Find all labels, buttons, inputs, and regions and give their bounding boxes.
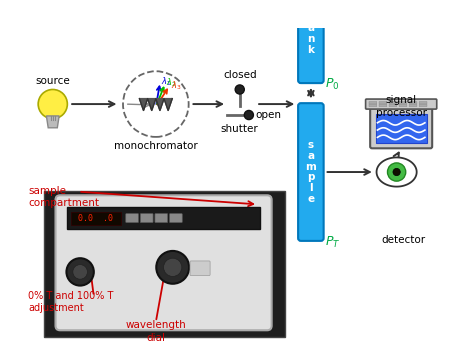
FancyBboxPatch shape [419, 102, 427, 104]
Text: $\lambda_3$: $\lambda_3$ [171, 79, 181, 92]
Text: detector: detector [382, 236, 426, 245]
Text: $P_0$: $P_0$ [325, 77, 339, 92]
Text: $\lambda_1$: $\lambda_1$ [161, 76, 172, 88]
FancyBboxPatch shape [71, 212, 121, 226]
Circle shape [66, 258, 94, 286]
FancyBboxPatch shape [389, 104, 397, 106]
FancyBboxPatch shape [298, 103, 324, 241]
Text: 0.0  .0: 0.0 .0 [78, 214, 113, 223]
Text: b
l
a
n
k: b l a n k [307, 1, 315, 55]
FancyBboxPatch shape [399, 104, 407, 106]
Polygon shape [376, 157, 417, 187]
Polygon shape [46, 116, 59, 128]
Text: open: open [255, 110, 281, 120]
Text: source: source [36, 76, 70, 86]
FancyBboxPatch shape [369, 102, 377, 104]
FancyBboxPatch shape [365, 99, 437, 109]
FancyBboxPatch shape [369, 104, 377, 106]
Text: 0% T and 100% T
adjustment: 0% T and 100% T adjustment [28, 291, 113, 313]
Text: $P_T$: $P_T$ [325, 235, 340, 250]
Circle shape [73, 264, 87, 279]
FancyBboxPatch shape [389, 102, 397, 104]
Polygon shape [139, 98, 172, 110]
Circle shape [164, 258, 182, 276]
Circle shape [156, 251, 189, 284]
FancyBboxPatch shape [379, 104, 387, 106]
FancyBboxPatch shape [409, 102, 417, 104]
Circle shape [393, 168, 400, 176]
FancyBboxPatch shape [379, 102, 387, 104]
Text: sample
compartment: sample compartment [28, 186, 99, 208]
FancyBboxPatch shape [126, 214, 138, 223]
FancyBboxPatch shape [419, 104, 427, 106]
Circle shape [235, 85, 244, 94]
Text: wavelength
dial: wavelength dial [126, 320, 186, 343]
Text: s
a
m
p
l
e: s a m p l e [305, 140, 316, 204]
FancyBboxPatch shape [170, 214, 182, 223]
Circle shape [387, 163, 406, 181]
Circle shape [38, 89, 67, 119]
Text: monochromator: monochromator [114, 142, 198, 151]
FancyBboxPatch shape [298, 0, 324, 83]
Circle shape [244, 110, 254, 120]
FancyBboxPatch shape [44, 191, 285, 337]
FancyBboxPatch shape [399, 102, 407, 104]
FancyBboxPatch shape [155, 214, 168, 223]
FancyBboxPatch shape [190, 261, 210, 276]
FancyBboxPatch shape [55, 195, 272, 330]
Text: shutter: shutter [221, 124, 259, 134]
FancyBboxPatch shape [409, 104, 417, 106]
FancyBboxPatch shape [370, 106, 432, 148]
FancyBboxPatch shape [67, 207, 260, 229]
Text: $\lambda_2$: $\lambda_2$ [166, 77, 177, 89]
Text: signal
processor: signal processor [376, 95, 427, 118]
Text: closed: closed [223, 70, 256, 80]
FancyBboxPatch shape [140, 214, 153, 223]
FancyBboxPatch shape [375, 114, 427, 143]
